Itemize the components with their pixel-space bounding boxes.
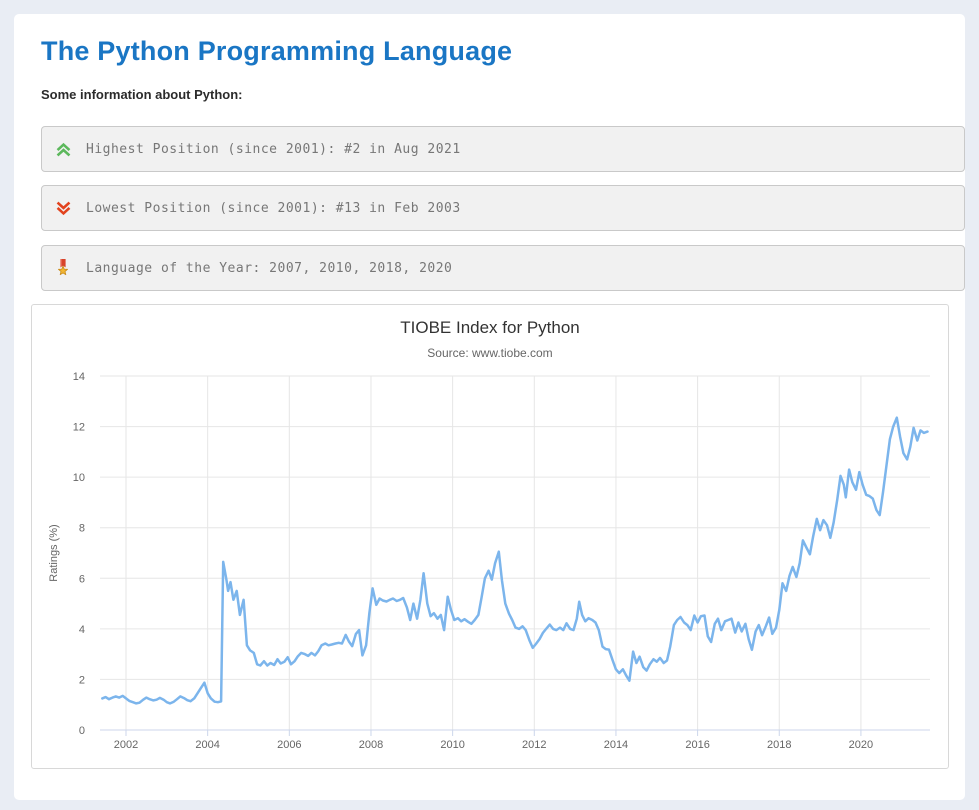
page-title: The Python Programming Language <box>41 36 513 66</box>
svg-text:2020: 2020 <box>849 739 873 751</box>
chart-panel: 0 2 4 6 8 10 12 14 2002 2004 2006 2008 2010 2012 2014 2… <box>31 304 949 769</box>
medal-icon <box>55 259 71 277</box>
double-chevron-up-icon <box>55 140 71 158</box>
svg-text:2018: 2018 <box>767 739 791 751</box>
svg-text:2002: 2002 <box>114 739 138 751</box>
svg-text:8: 8 <box>79 523 85 535</box>
tiobe-line-chart: 0 2 4 6 8 10 12 14 2002 2004 2006 2008 2010 2012 2014 2… <box>48 371 930 751</box>
content-card: The Python Programming Language Some inf… <box>14 14 965 800</box>
svg-text:12: 12 <box>73 422 85 434</box>
svg-text:6: 6 <box>79 573 85 585</box>
fact-highest-position: Highest Position (since 2001): #2 in Aug… <box>41 126 965 172</box>
svg-text:2006: 2006 <box>277 739 301 751</box>
svg-text:10: 10 <box>73 472 85 484</box>
svg-text:2014: 2014 <box>604 739 628 751</box>
svg-text:2010: 2010 <box>440 739 464 751</box>
fact-text: Highest Position (since 2001): #2 in Aug… <box>86 141 461 157</box>
chart-title: TIOBE Index for Python <box>400 318 580 337</box>
chart-source: Source: www.tiobe.com <box>427 346 553 360</box>
svg-text:0: 0 <box>79 725 85 737</box>
svg-text:2004: 2004 <box>195 739 219 751</box>
intro-text: Some information about Python: <box>41 87 243 102</box>
svg-text:2008: 2008 <box>359 739 383 751</box>
svg-text:2016: 2016 <box>685 739 709 751</box>
svg-text:4: 4 <box>79 624 85 636</box>
fact-text: Language of the Year: 2007, 2010, 2018, … <box>86 260 453 276</box>
fact-text: Lowest Position (since 2001): #13 in Feb… <box>86 200 461 216</box>
fact-language-of-year: Language of the Year: 2007, 2010, 2018, … <box>41 245 965 291</box>
svg-text:2012: 2012 <box>522 739 546 751</box>
svg-text:2: 2 <box>79 674 85 686</box>
double-chevron-down-icon <box>55 199 71 217</box>
fact-lowest-position: Lowest Position (since 2001): #13 in Feb… <box>41 185 965 231</box>
svg-text:Ratings (%): Ratings (%) <box>48 524 60 581</box>
svg-text:14: 14 <box>73 371 85 383</box>
